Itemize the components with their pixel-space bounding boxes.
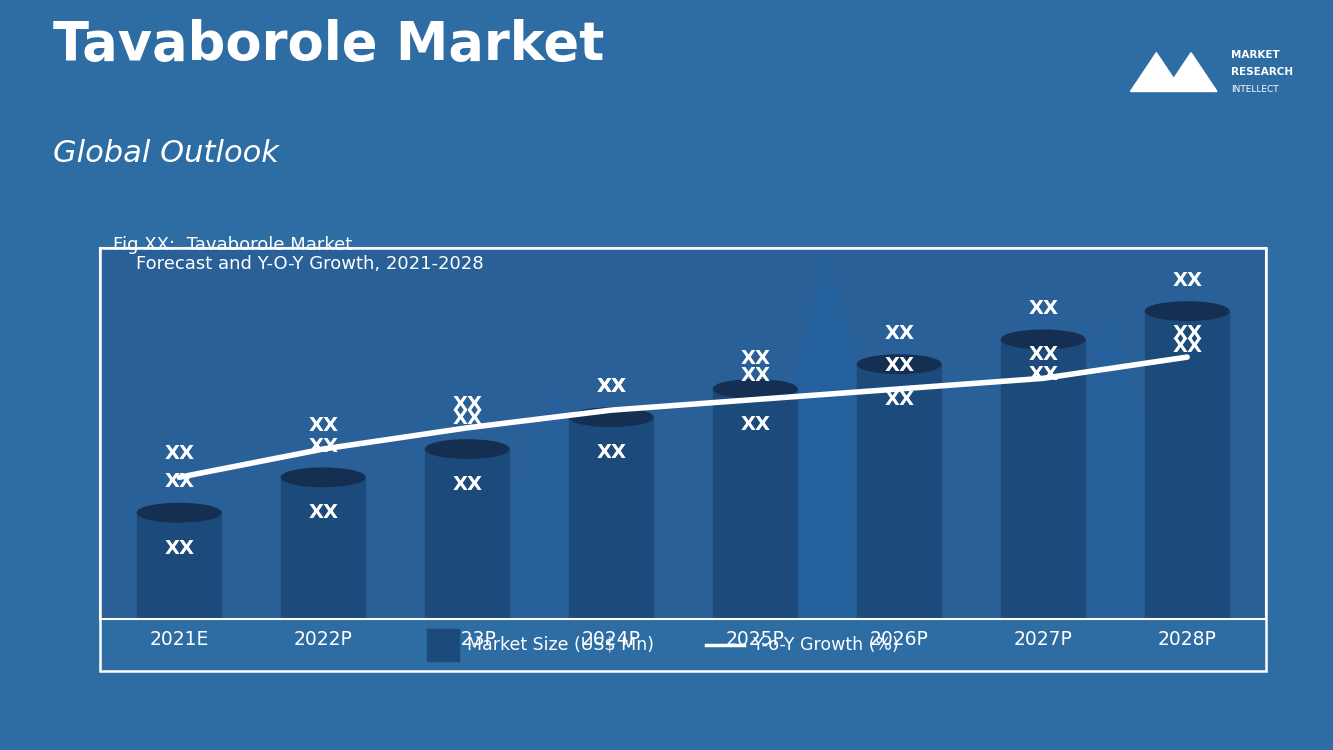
Text: XX: XX bbox=[452, 475, 483, 494]
Text: XX: XX bbox=[164, 444, 195, 464]
Polygon shape bbox=[467, 389, 640, 619]
Text: XX: XX bbox=[740, 367, 770, 386]
Text: XX: XX bbox=[596, 377, 627, 396]
Text: XX: XX bbox=[596, 377, 627, 396]
Text: Fig XX:  Tavaborole Market: Fig XX: Tavaborole Market bbox=[113, 236, 352, 254]
Text: XX: XX bbox=[1172, 271, 1202, 290]
Text: XX: XX bbox=[1028, 299, 1058, 318]
Text: XX: XX bbox=[308, 503, 339, 522]
Bar bbox=[425, 449, 509, 619]
Text: XX: XX bbox=[308, 416, 339, 435]
Text: MARKET: MARKET bbox=[1230, 50, 1280, 60]
Text: XX: XX bbox=[884, 324, 914, 343]
Text: XX: XX bbox=[1172, 324, 1202, 343]
Text: Tavaborole Market: Tavaborole Market bbox=[53, 19, 605, 70]
Bar bbox=[569, 417, 653, 619]
Text: XX: XX bbox=[1028, 345, 1058, 364]
Text: XX: XX bbox=[596, 443, 627, 462]
Text: RESEARCH: RESEARCH bbox=[1230, 68, 1293, 77]
Ellipse shape bbox=[713, 380, 797, 398]
Text: Market Size (US$ Mn): Market Size (US$ Mn) bbox=[468, 636, 655, 654]
Text: XX: XX bbox=[1172, 337, 1202, 356]
Text: XX: XX bbox=[884, 356, 914, 375]
Text: XX: XX bbox=[884, 390, 914, 409]
Text: INTELLECT: INTELLECT bbox=[1230, 85, 1278, 94]
Ellipse shape bbox=[569, 408, 653, 427]
Text: Forecast and Y-O-Y Growth, 2021-2028: Forecast and Y-O-Y Growth, 2021-2028 bbox=[113, 255, 484, 273]
Ellipse shape bbox=[137, 503, 221, 522]
Bar bbox=[857, 364, 941, 619]
Text: Global Outlook: Global Outlook bbox=[53, 139, 279, 168]
Text: XX: XX bbox=[164, 472, 195, 491]
Text: XX: XX bbox=[452, 394, 483, 414]
Ellipse shape bbox=[857, 355, 941, 374]
Bar bbox=[713, 389, 797, 619]
Text: XX: XX bbox=[740, 349, 770, 368]
Polygon shape bbox=[1130, 53, 1217, 92]
Bar bbox=[281, 477, 365, 619]
Ellipse shape bbox=[1001, 330, 1085, 349]
Text: Y-o-Y Growth (%): Y-o-Y Growth (%) bbox=[753, 636, 898, 654]
Text: XX: XX bbox=[1028, 365, 1058, 384]
Polygon shape bbox=[726, 258, 928, 619]
Bar bbox=[1145, 311, 1229, 619]
Text: XX: XX bbox=[308, 437, 339, 456]
Text: XX: XX bbox=[740, 415, 770, 434]
Polygon shape bbox=[1014, 318, 1201, 619]
Text: XX: XX bbox=[452, 409, 483, 428]
Ellipse shape bbox=[1145, 302, 1229, 320]
Ellipse shape bbox=[425, 440, 509, 458]
Bar bbox=[137, 513, 221, 619]
Bar bbox=[1001, 340, 1085, 619]
Text: XX: XX bbox=[164, 538, 195, 557]
Bar bbox=[427, 629, 460, 661]
Ellipse shape bbox=[281, 468, 365, 487]
